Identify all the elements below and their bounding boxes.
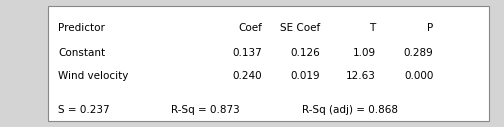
Text: P: P [427,23,433,33]
Text: 1.09: 1.09 [352,48,375,58]
Text: T: T [369,23,375,33]
Text: R-Sq (adj) = 0.868: R-Sq (adj) = 0.868 [302,105,398,115]
Text: Wind velocity: Wind velocity [58,71,129,81]
FancyBboxPatch shape [48,6,489,121]
Text: 0.240: 0.240 [232,71,262,81]
Text: SE Coef: SE Coef [280,23,320,33]
Text: Predictor: Predictor [58,23,105,33]
Text: 0.000: 0.000 [404,71,433,81]
Text: R-Sq = 0.873: R-Sq = 0.873 [171,105,240,115]
Text: 12.63: 12.63 [346,71,375,81]
Text: 0.126: 0.126 [290,48,320,58]
Text: Coef: Coef [238,23,262,33]
Text: 0.289: 0.289 [404,48,433,58]
Text: 0.019: 0.019 [290,71,320,81]
Text: Constant: Constant [58,48,105,58]
Text: S = 0.237: S = 0.237 [58,105,109,115]
Text: 0.137: 0.137 [232,48,262,58]
